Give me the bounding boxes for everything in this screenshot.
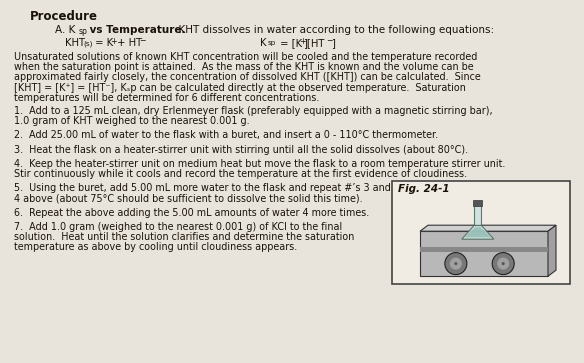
Text: = K: = K <box>92 38 113 48</box>
Text: approximated fairly closely, the concentration of dissolved KHT ([KHT]) can be c: approximated fairly closely, the concent… <box>14 72 481 82</box>
Text: +: + <box>110 37 117 45</box>
Text: 3.  Heat the flask on a heater-stirrer unit with stirring until all the solid di: 3. Heat the flask on a heater-stirrer un… <box>14 144 468 155</box>
Text: 6.  Repeat the above adding the 5.00 mL amounts of water 4 more times.: 6. Repeat the above adding the 5.00 mL a… <box>14 208 369 217</box>
Text: solution.  Heat until the solution clarifies and determine the saturation: solution. Heat until the solution clarif… <box>14 232 354 242</box>
Text: Procedure: Procedure <box>30 10 98 23</box>
Circle shape <box>492 253 514 274</box>
Bar <box>420 231 548 276</box>
Circle shape <box>445 253 467 274</box>
Text: = [K: = [K <box>277 38 302 48</box>
Text: vs Temperature.: vs Temperature. <box>86 25 186 35</box>
Text: 4 above (about 75°C should be sufficient to dissolve the solid this time).: 4 above (about 75°C should be sufficient… <box>14 193 363 203</box>
Text: when the saturation point is attained.  As the mass of the KHT is known and the : when the saturation point is attained. A… <box>14 62 474 72</box>
Polygon shape <box>420 225 556 231</box>
Text: +: + <box>299 37 305 45</box>
Text: temperature as above by cooling until cloudiness appears.: temperature as above by cooling until cl… <box>14 242 297 252</box>
Text: 4.  Keep the heater-stirrer unit on medium heat but move the flask to a room tem: 4. Keep the heater-stirrer unit on mediu… <box>14 159 505 169</box>
Circle shape <box>497 258 509 270</box>
Text: 7.  Add 1.0 gram (weighed to the nearest 0.001 g) of KCl to the final: 7. Add 1.0 gram (weighed to the nearest … <box>14 222 342 232</box>
Text: ]: ] <box>331 38 335 48</box>
Polygon shape <box>465 227 491 237</box>
Text: 1.0 gram of KHT weighed to the nearest 0.001 g.: 1.0 gram of KHT weighed to the nearest 0… <box>14 116 249 126</box>
Text: ][HT: ][HT <box>303 38 324 48</box>
Text: −: − <box>139 37 145 45</box>
Text: (s): (s) <box>83 41 92 47</box>
Circle shape <box>502 262 505 265</box>
Text: + HT: + HT <box>114 38 142 48</box>
Text: K: K <box>260 38 266 48</box>
Polygon shape <box>474 205 481 225</box>
Text: sp: sp <box>79 28 88 37</box>
Text: Stir continuously while it cools and record the temperature at the first evidenc: Stir continuously while it cools and rec… <box>14 169 467 179</box>
Bar <box>473 200 482 206</box>
Text: Fig. 24-1: Fig. 24-1 <box>398 184 450 194</box>
Text: 1.  Add to a 125 mL clean, dry Erlenmeyer flask (preferably equipped with a magn: 1. Add to a 125 mL clean, dry Erlenmeyer… <box>14 106 493 116</box>
Circle shape <box>454 262 457 265</box>
Text: A. K: A. K <box>55 25 75 35</box>
Text: 2.  Add 25.00 mL of water to the flask with a buret, and insert a 0 - 110°C ther: 2. Add 25.00 mL of water to the flask wi… <box>14 130 438 140</box>
Text: −: − <box>326 37 333 45</box>
Polygon shape <box>462 225 493 239</box>
Text: 5.  Using the buret, add 5.00 mL more water to the flask and repeat #’s 3 and: 5. Using the buret, add 5.00 mL more wat… <box>14 183 391 193</box>
Polygon shape <box>548 225 556 276</box>
Text: sp: sp <box>268 41 276 46</box>
Text: KHT dissolves in water according to the following equations:: KHT dissolves in water according to the … <box>172 25 494 35</box>
Text: temperatures will be determined for 6 different concentrations.: temperatures will be determined for 6 di… <box>14 93 319 103</box>
Text: [KHT] = [K⁺] = [HT⁻], Kₛp can be calculated directly at the observed temperature: [KHT] = [K⁺] = [HT⁻], Kₛp can be calcula… <box>14 83 466 93</box>
Bar <box>420 247 548 252</box>
Text: Unsaturated solutions of known KHT concentration will be cooled and the temperat: Unsaturated solutions of known KHT conce… <box>14 52 477 62</box>
Circle shape <box>450 258 462 270</box>
Text: KHT: KHT <box>65 38 85 48</box>
Bar <box>392 181 570 284</box>
